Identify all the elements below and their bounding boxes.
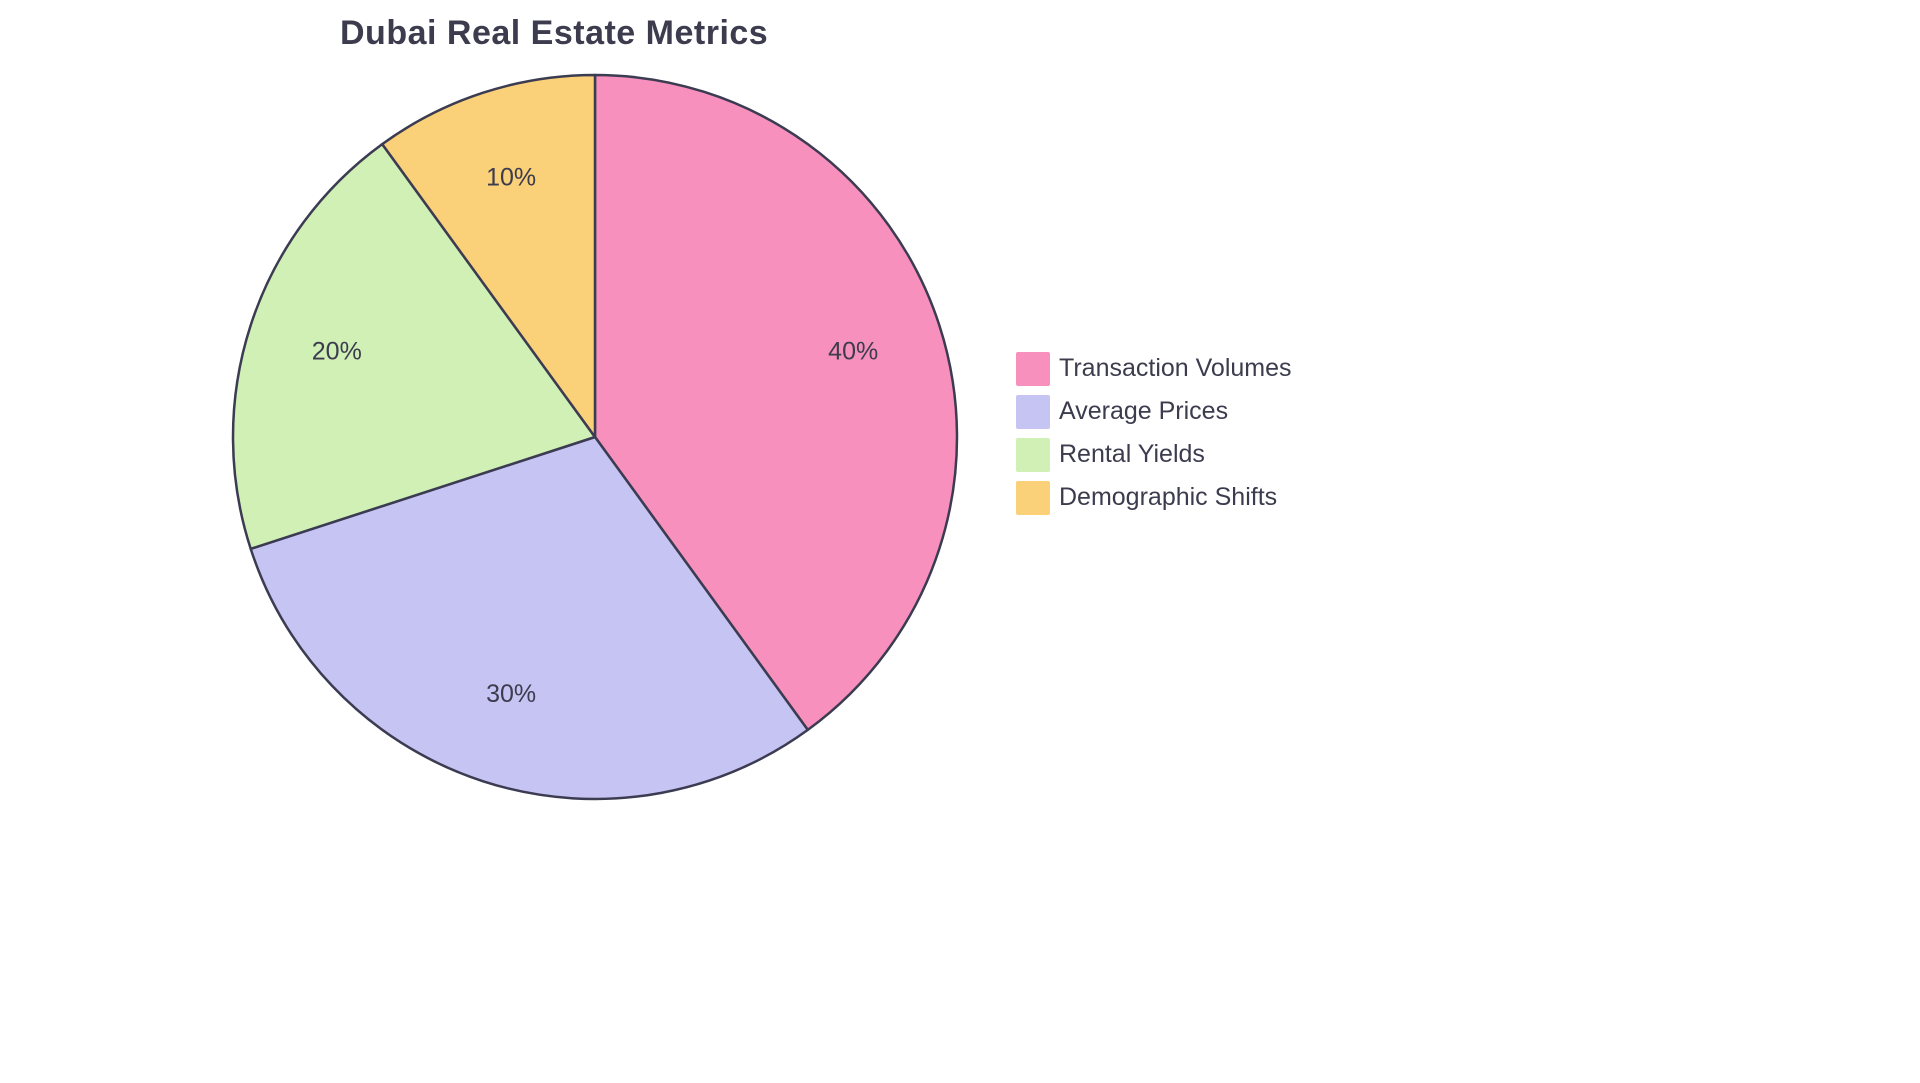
- legend-swatch: [1016, 480, 1050, 515]
- legend-swatch: [1016, 394, 1050, 429]
- legend-label: Transaction Volumes: [1059, 354, 1292, 382]
- pie-slice-2: [231, 142, 597, 551]
- legend-item: Demographic Shifts: [1016, 480, 1292, 515]
- legend-label: Rental Yields: [1059, 440, 1205, 468]
- slice-percent-label: 10%: [486, 163, 536, 191]
- chart-title: Dubai Real Estate Metrics: [340, 14, 769, 52]
- legend-item: Average Prices: [1016, 394, 1292, 429]
- pie-slice-1: [249, 435, 810, 801]
- legend-label: Average Prices: [1059, 397, 1229, 425]
- legend-item: Rental Yields: [1016, 437, 1292, 472]
- slice-percent-label: 30%: [486, 680, 536, 708]
- legend-swatch: [1016, 437, 1050, 472]
- pie-slice-0: [593, 73, 959, 732]
- legend: Transaction Volumes Average Prices Rental …: [1016, 351, 1292, 515]
- legend-swatch: [1016, 351, 1050, 386]
- legend-label: Demographic Shifts: [1059, 483, 1278, 511]
- slice-percent-label: 40%: [828, 338, 878, 366]
- slice-percent-label: 20%: [312, 338, 362, 366]
- pie-slice-3: [380, 73, 597, 439]
- legend-item: Transaction Volumes: [1016, 351, 1292, 386]
